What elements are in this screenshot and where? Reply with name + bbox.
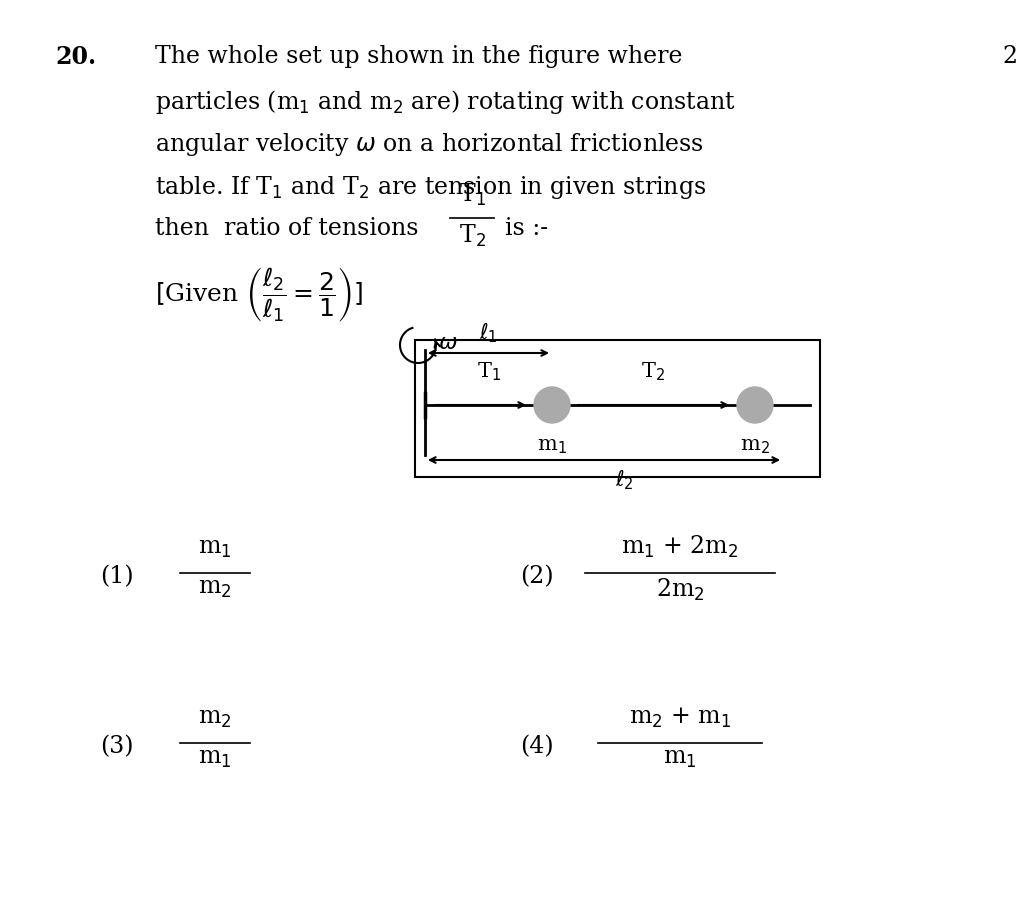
Text: angular velocity $\omega$ on a horizontal frictionless: angular velocity $\omega$ on a horizonta… xyxy=(155,131,703,158)
Text: m$_2$ + m$_1$: m$_2$ + m$_1$ xyxy=(629,706,731,730)
Text: m$_1$: m$_1$ xyxy=(664,747,696,770)
Text: is :-: is :- xyxy=(505,217,548,240)
Text: m$_1$: m$_1$ xyxy=(199,537,231,560)
Text: 2m$_2$: 2m$_2$ xyxy=(655,577,705,603)
Text: 20.: 20. xyxy=(55,45,96,69)
Text: table. If T$_1$ and T$_2$ are tension in given strings: table. If T$_1$ and T$_2$ are tension in… xyxy=(155,174,707,201)
Text: 2: 2 xyxy=(1002,45,1018,68)
Text: $\omega$: $\omega$ xyxy=(438,332,458,354)
Text: particles (m$_1$ and m$_2$ are) rotating with constant: particles (m$_1$ and m$_2$ are) rotating… xyxy=(155,88,736,116)
Text: (3): (3) xyxy=(100,735,133,758)
Text: m$_2$: m$_2$ xyxy=(199,707,231,730)
Text: m$_2$: m$_2$ xyxy=(199,577,231,600)
Text: m$_1$ + 2m$_2$: m$_1$ + 2m$_2$ xyxy=(622,534,738,560)
Text: m$_1$: m$_1$ xyxy=(537,437,567,456)
Text: T$_1$: T$_1$ xyxy=(459,182,485,208)
Text: $\left[\right.$Given $\left(\dfrac{\ell_2}{\ell_1} = \dfrac{2}{1}\right)\left.\r: $\left[\right.$Given $\left(\dfrac{\ell_… xyxy=(155,265,364,324)
Text: $\ell_2$: $\ell_2$ xyxy=(614,468,634,491)
Text: T$_2$: T$_2$ xyxy=(459,223,485,249)
Text: (4): (4) xyxy=(520,735,554,758)
Text: (1): (1) xyxy=(100,565,133,588)
Text: m$_1$: m$_1$ xyxy=(199,747,231,770)
Text: m$_2$: m$_2$ xyxy=(740,437,770,456)
Text: $\ell_1$: $\ell_1$ xyxy=(479,321,498,345)
Text: then  ratio of tensions: then ratio of tensions xyxy=(155,217,419,240)
Text: T$_1$: T$_1$ xyxy=(477,360,502,383)
Circle shape xyxy=(737,387,773,423)
Text: The whole set up shown in the figure where: The whole set up shown in the figure whe… xyxy=(155,45,683,68)
Circle shape xyxy=(534,387,570,423)
Text: (2): (2) xyxy=(520,565,554,588)
Text: T$_2$: T$_2$ xyxy=(641,360,666,383)
